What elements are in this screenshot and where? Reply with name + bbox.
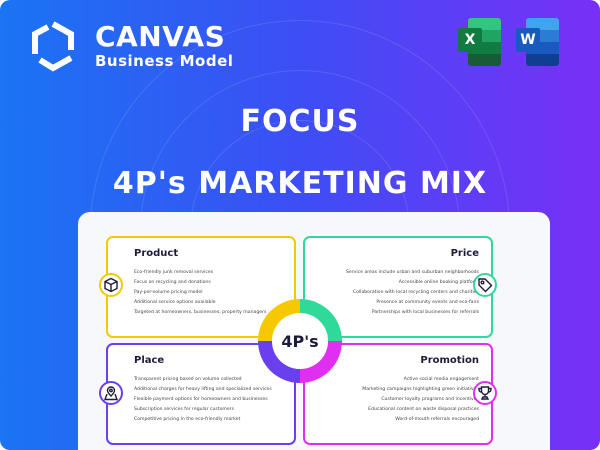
price-title: Price bbox=[450, 248, 479, 259]
promotion-segment bbox=[300, 341, 342, 383]
canvas-logo-icon bbox=[32, 21, 74, 72]
place-title: Place bbox=[134, 355, 165, 366]
word-icon[interactable]: W bbox=[516, 18, 560, 66]
trophy-icon bbox=[473, 381, 497, 405]
list-item: Accessible online booking platform bbox=[398, 280, 479, 285]
list-item: Presence at community events and eco-fai… bbox=[376, 300, 479, 305]
place-segment bbox=[258, 341, 300, 383]
product-title: Product bbox=[134, 248, 179, 259]
excel-icon[interactable]: X bbox=[458, 18, 502, 66]
list-item: Service areas include urban and suburban… bbox=[346, 270, 479, 275]
list-item: Focus on recycling and donations bbox=[134, 280, 211, 285]
product-segment bbox=[258, 299, 300, 341]
page-subtitle: 4P's MARKETING MIX bbox=[112, 166, 488, 201]
list-item: Partnerships with local businesses for r… bbox=[371, 310, 479, 315]
brand-name: CANVAS bbox=[95, 20, 226, 53]
page-title: FOCUS bbox=[240, 104, 360, 139]
box-icon bbox=[99, 273, 123, 297]
list-item: Active social media engagement bbox=[403, 377, 479, 382]
list-item: Flexible payment options for homeowners … bbox=[134, 397, 268, 402]
list-item: Targeted at homeowners, businesses, prop… bbox=[134, 310, 267, 315]
excel-letter: X bbox=[458, 28, 482, 52]
center-ring bbox=[258, 299, 342, 383]
list-item: Additional charges for heavy lifting and… bbox=[134, 387, 272, 392]
list-item: Collaboration with local recycling cente… bbox=[352, 290, 479, 295]
price-box: Price Service areas include urban and su… bbox=[303, 236, 493, 338]
list-item: Subscription services for regular custom… bbox=[134, 407, 234, 412]
price-segment bbox=[300, 299, 342, 341]
brand: CANVAS Business Model bbox=[95, 20, 234, 71]
list-item: Transparent pricing based on volume coll… bbox=[134, 377, 242, 382]
list-item: Pay-per-volume pricing model bbox=[134, 290, 203, 295]
price-tag-icon bbox=[473, 273, 497, 297]
list-item: Eco-friendly junk removal services bbox=[134, 270, 214, 275]
center-label: 4P's bbox=[272, 313, 328, 369]
word-letter: W bbox=[516, 28, 540, 52]
list-item: Marketing campaigns highlighting green i… bbox=[362, 387, 479, 392]
list-item: Word-of-mouth referrals encouraged bbox=[395, 417, 479, 422]
list-item: Educational content on waste disposal pr… bbox=[368, 407, 479, 412]
list-item: Competitive pricing in the eco-friendly … bbox=[134, 417, 241, 422]
list-item: Additional service options available bbox=[134, 300, 216, 305]
promotion-title: Promotion bbox=[420, 355, 479, 366]
map-pin-icon bbox=[99, 381, 123, 405]
list-item: Customer loyalty programs and incentives bbox=[381, 397, 479, 402]
brand-subtitle: Business Model bbox=[95, 52, 234, 70]
